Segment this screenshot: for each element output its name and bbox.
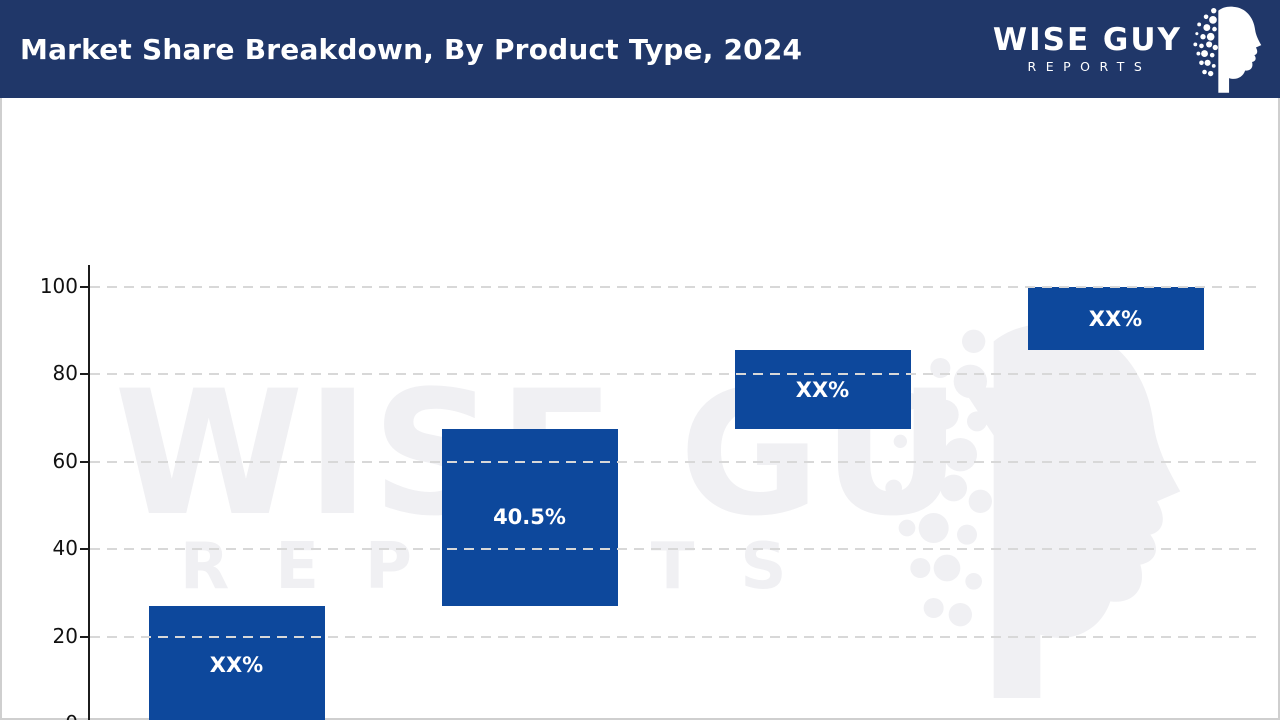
y-axis-spine (88, 265, 90, 720)
y-tick-label: 40 (52, 536, 78, 561)
y-tick-mark (80, 635, 88, 638)
watermark-head-icon (885, 323, 1181, 698)
bar: 40.5% (441, 428, 618, 606)
bar: XX% (148, 605, 325, 720)
gridline (90, 460, 1262, 463)
gridline (90, 635, 1262, 638)
y-tick-label: 80 (52, 361, 78, 386)
logo-text: WISE GUY REPORTS (993, 24, 1182, 74)
gridline (90, 548, 1262, 551)
y-tick-mark (80, 460, 88, 463)
bar-value-label: XX% (795, 377, 850, 402)
y-tick-label: 20 (52, 623, 78, 648)
chart-area: WISE GUY REPORTS XX%40.5%XX%XX%020406080… (0, 98, 1280, 720)
waterfall-plot: XX%40.5%XX%XX%020406080100Vegetable Mari… (2, 98, 1280, 720)
bar-value-label: XX% (1088, 306, 1143, 331)
bar: XX% (1027, 286, 1204, 351)
logo-head-icon (1193, 6, 1262, 93)
header-banner: Market Share Breakdown, By Product Type,… (0, 0, 1280, 98)
y-tick-mark (80, 285, 88, 288)
logo-subtitle: REPORTS (1027, 58, 1152, 74)
y-tick-mark (80, 373, 88, 376)
logo-wordmark: WISE GUY (992, 22, 1182, 59)
y-tick-label: 0 (30, 711, 78, 720)
bar: XX% (734, 350, 911, 429)
gridline (90, 285, 1262, 288)
y-tick-label: 100 (39, 273, 78, 298)
y-tick-label: 60 (52, 448, 78, 473)
gridline (90, 373, 1262, 376)
bar-value-label: 40.5% (493, 505, 566, 530)
y-tick-mark (80, 548, 88, 551)
bar-value-label: XX% (209, 652, 264, 677)
wiseguy-logo: WISE GUY REPORTS (993, 3, 1266, 95)
chart-title: Market Share Breakdown, By Product Type,… (20, 32, 803, 66)
